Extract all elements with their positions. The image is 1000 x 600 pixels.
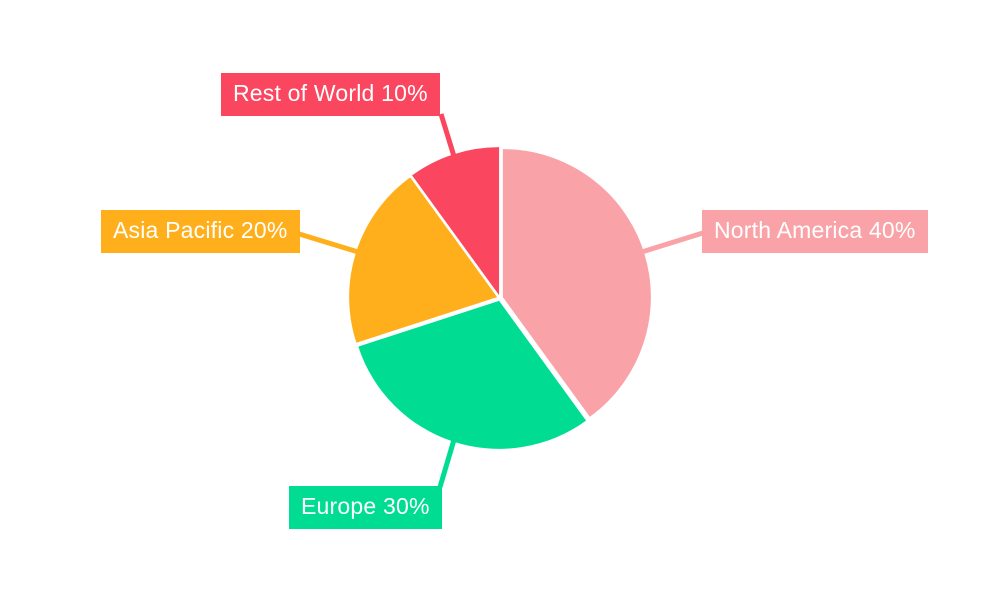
pie-slice-group xyxy=(349,147,651,449)
pie-slice-europe[interactable] xyxy=(358,300,587,449)
leader-line-asia-pacific xyxy=(295,230,362,256)
leader-lines xyxy=(295,113,707,488)
pie-slice-north-america[interactable] xyxy=(502,149,651,417)
pie-label-europe[interactable]: Europe 30% xyxy=(289,486,442,529)
pie-label-rest-of-world[interactable]: Rest of World 10% xyxy=(221,73,440,116)
pie-label-europe-text: Europe 30% xyxy=(301,493,430,519)
pie-slice-asia-pacific[interactable] xyxy=(349,177,498,343)
pie-label-rest-of-world-text: Rest of World 10% xyxy=(233,80,428,106)
leader-line-north-america xyxy=(638,229,707,256)
pie-label-asia-pacific[interactable]: Asia Pacific 20% xyxy=(101,210,300,253)
leader-line-rest-of-world xyxy=(438,113,458,160)
pie-label-north-america-text: North America 40% xyxy=(714,217,916,243)
pie-label-north-america[interactable]: North America 40% xyxy=(702,210,928,253)
pie-label-asia-pacific-text: Asia Pacific 20% xyxy=(113,217,288,243)
pie-slice-rest-of-world[interactable] xyxy=(412,147,500,296)
leader-line-europe xyxy=(437,436,458,488)
